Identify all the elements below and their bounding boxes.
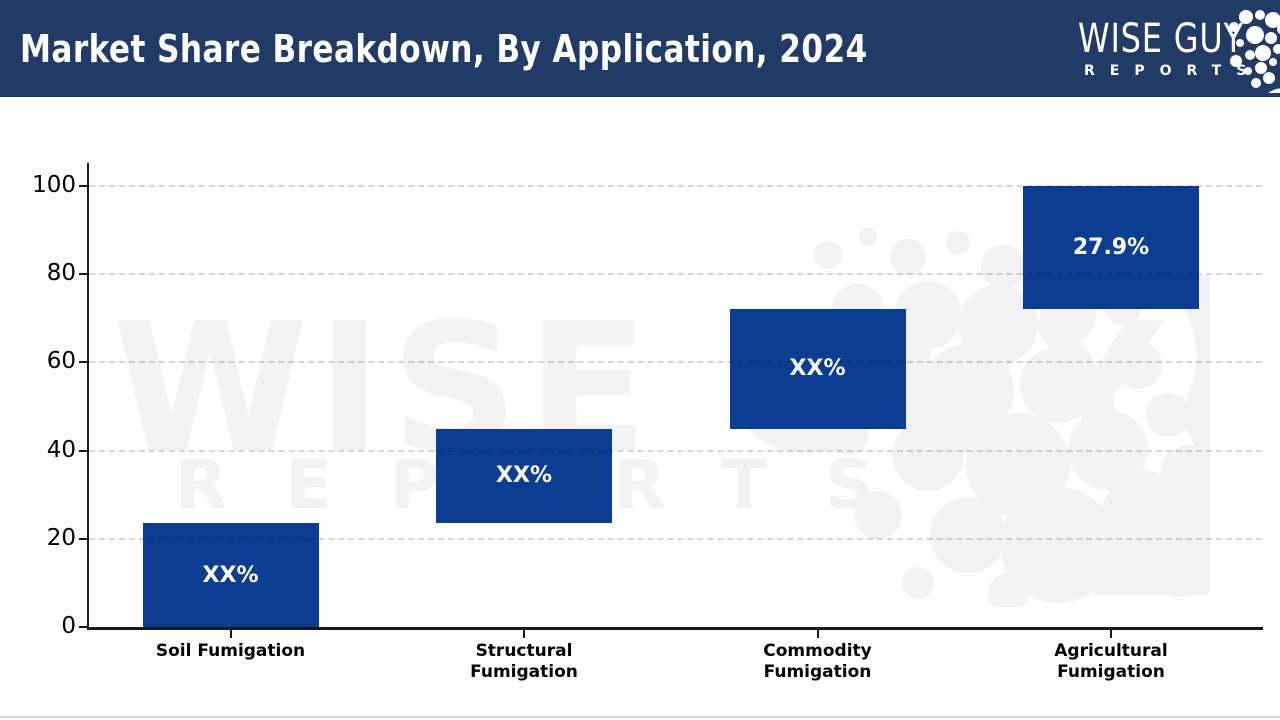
logo-face-icon xyxy=(1229,10,1280,93)
y-tick-mark xyxy=(79,273,87,276)
x-category-label-line: Commodity xyxy=(763,641,872,661)
bar-value-label: 27.9% xyxy=(1072,235,1150,261)
x-category-label: Structural Fumigation xyxy=(414,641,634,683)
y-tick-label: 80 xyxy=(46,260,76,287)
x-category-label-line: Fumigation xyxy=(763,662,872,682)
logo-wordmark: WISE GUY xyxy=(1078,16,1244,62)
y-tick-mark xyxy=(79,449,87,452)
gridline xyxy=(89,449,1262,452)
x-category-label-line: Agricultural xyxy=(1054,641,1168,661)
x-tick-mark xyxy=(229,630,232,638)
bar: XX% xyxy=(142,523,319,627)
x-category-label: Agricultural Fumigation xyxy=(1001,641,1221,683)
logo-subtitle: REPORTS xyxy=(1084,63,1262,79)
y-tick-label: 60 xyxy=(46,348,76,375)
bar: XX% xyxy=(729,309,906,429)
y-axis xyxy=(87,163,89,630)
x-tick-mark xyxy=(523,630,525,638)
x-category-label-line: Fumigation xyxy=(470,662,578,682)
chart-title: Market Share Breakdown, By Application, … xyxy=(20,26,868,71)
x-category-label-line: Structural xyxy=(475,641,573,661)
y-tick-label: 20 xyxy=(46,524,76,551)
bar-value-label: XX% xyxy=(789,356,846,382)
bottom-border xyxy=(0,716,1280,718)
y-tick-mark xyxy=(79,626,87,628)
y-tick-label: 100 xyxy=(32,172,76,198)
bar: 27.9% xyxy=(1023,186,1199,310)
x-axis xyxy=(87,627,1263,630)
watermark-face-icon xyxy=(802,228,1210,607)
gridline xyxy=(89,185,1262,187)
bar: XX% xyxy=(436,428,612,524)
x-tick-mark xyxy=(1110,630,1112,638)
bar-value-label: XX% xyxy=(496,463,552,489)
y-tick-label: 40 xyxy=(46,436,76,463)
wise-guy-logo: WISE GUY REPORTS xyxy=(1030,0,1280,97)
x-category-label-line: Fumigation xyxy=(1057,662,1165,682)
y-tick-mark xyxy=(79,185,87,187)
y-tick-mark xyxy=(79,537,87,540)
x-category-label-line: Soil Fumigation xyxy=(155,641,306,661)
gridline xyxy=(89,537,1262,540)
gridline xyxy=(89,361,1262,364)
header-bar: Market Share Breakdown, By Application, … xyxy=(0,0,1280,97)
bar-value-label: XX% xyxy=(202,562,259,588)
y-tick-label: 0 xyxy=(61,613,76,639)
x-category-label: Commodity Fumigation xyxy=(708,641,928,683)
x-tick-mark xyxy=(816,630,819,638)
y-tick-mark xyxy=(79,361,87,364)
x-category-label: Soil Fumigation xyxy=(121,641,341,662)
gridline xyxy=(89,273,1262,276)
